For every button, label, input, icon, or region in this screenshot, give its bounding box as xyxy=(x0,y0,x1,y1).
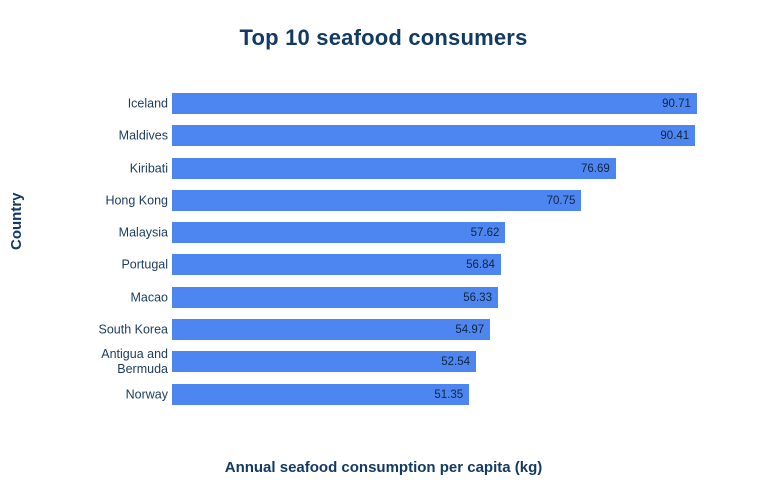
bar[interactable]: 90.71 xyxy=(172,93,697,114)
bar-row: Iceland 90.71 xyxy=(0,93,767,114)
bar-value-label: 90.41 xyxy=(660,129,690,142)
bar-row: Portugal 56.84 xyxy=(0,254,767,275)
bar-value-label: 56.84 xyxy=(466,258,495,271)
bar-row: Maldives 90.41 xyxy=(0,125,767,146)
category-label: Malaysia xyxy=(118,225,168,239)
bar-track: 54.97 xyxy=(172,319,732,340)
bar-row: Antigua and Bermuda 52.54 xyxy=(0,347,767,376)
chart-title: Top 10 seafood consumers xyxy=(239,25,528,50)
bar-value-label: 76.69 xyxy=(581,162,610,175)
bar[interactable]: 56.84 xyxy=(172,254,501,275)
bar-track: 90.41 xyxy=(172,125,732,146)
bar[interactable]: 56.33 xyxy=(172,287,498,308)
bar[interactable]: 90.41 xyxy=(172,125,696,146)
bar-value-label: 52.54 xyxy=(441,355,471,368)
bar-track: 90.71 xyxy=(172,93,732,114)
bar-track: 56.84 xyxy=(172,254,732,275)
bar[interactable]: 54.97 xyxy=(172,319,491,340)
bar[interactable]: 52.54 xyxy=(172,351,477,372)
bar-track: 51.35 xyxy=(172,384,732,405)
bar-track: 70.75 xyxy=(172,190,732,211)
category-label: South Korea xyxy=(98,322,169,336)
bar-row: Malaysia 57.62 xyxy=(0,222,767,243)
bar-value-label: 90.71 xyxy=(662,97,691,110)
category-label: Portugal xyxy=(121,257,168,271)
bar-row: Kiribati 76.69 xyxy=(0,158,767,179)
bar-value-label: 57.62 xyxy=(470,226,500,239)
bar-row: Macao 56.33 xyxy=(0,287,767,308)
bar-track: 56.33 xyxy=(172,287,732,308)
category-label: Antigua and Bermuda xyxy=(101,346,168,376)
bar-track: 52.54 xyxy=(172,351,732,372)
bar-row: Hong Kong 70.75 xyxy=(0,190,767,211)
bar[interactable]: 76.69 xyxy=(172,158,616,179)
category-label: Maldives xyxy=(118,128,168,142)
bar-row: South Korea 54.97 xyxy=(0,319,767,340)
category-label: Hong Kong xyxy=(105,193,168,207)
bar[interactable]: 57.62 xyxy=(172,222,506,243)
bar-value-label: 51.35 xyxy=(434,388,464,401)
category-label: Macao xyxy=(130,290,168,304)
bar-value-label: 70.75 xyxy=(546,194,576,207)
bar[interactable]: 51.35 xyxy=(172,384,470,405)
x-axis-title: Annual seafood consumption per capita (k… xyxy=(224,459,543,476)
category-label: Norway xyxy=(125,387,168,401)
bar-value-label: 54.97 xyxy=(455,323,485,336)
category-label: Iceland xyxy=(127,96,168,110)
bar-value-label: 56.33 xyxy=(463,291,492,304)
category-label: Kiribati xyxy=(129,161,168,175)
bar-row: Norway 51.35 xyxy=(0,384,767,405)
bar-track: 76.69 xyxy=(172,158,732,179)
bar-track: 57.62 xyxy=(172,222,732,243)
bar[interactable]: 70.75 xyxy=(172,190,582,211)
plot-area: Iceland 90.71 Maldives 90.41 Kiribati 76… xyxy=(0,93,767,423)
